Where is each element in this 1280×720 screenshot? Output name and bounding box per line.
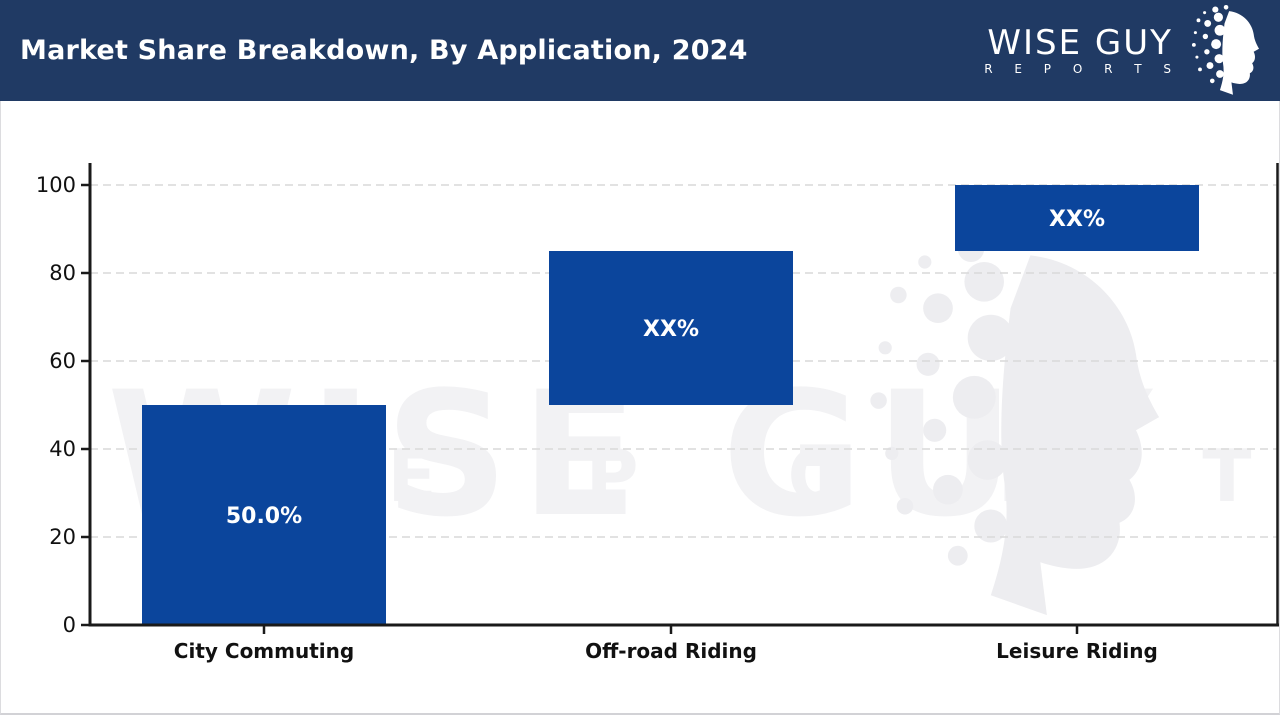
watermark-head-icon — [870, 229, 1160, 616]
wise-guy-reports-logo: WISE GUY R E P O R T S — [980, 4, 1262, 97]
logo-line2: R E P O R T S — [984, 62, 1180, 76]
chart-area: WISE GUY R E P O R T S — [0, 101, 1280, 715]
header: Market Share Breakdown, By Application, … — [0, 0, 1280, 101]
dotted-head-icon — [1191, 4, 1260, 95]
logo-line1: WISE GUY — [987, 23, 1173, 63]
page-title: Market Share Breakdown, By Application, … — [20, 35, 748, 66]
logo-wordmark: WISE GUY R E P O R T S — [980, 26, 1180, 75]
